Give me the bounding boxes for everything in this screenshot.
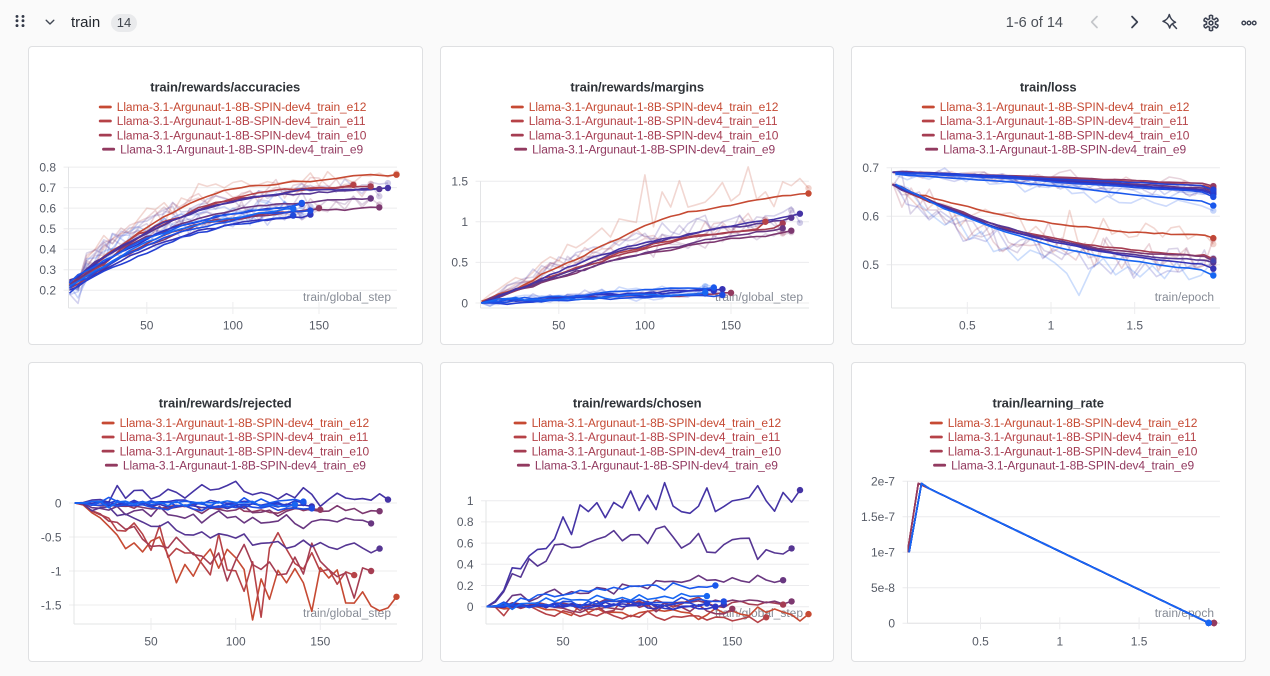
svg-text:1: 1: [466, 494, 473, 508]
svg-text:100: 100: [634, 318, 654, 332]
svg-text:0: 0: [466, 600, 473, 614]
svg-text:Llama-3.1-Argunaut-1-8B-SPIN-d: Llama-3.1-Argunaut-1-8B-SPIN-dev4_train_…: [943, 142, 1186, 156]
svg-text:Llama-3.1-Argunaut-1-8B-SPIN-d: Llama-3.1-Argunaut-1-8B-SPIN-dev4_train_…: [948, 417, 1198, 431]
svg-text:Llama-3.1-Argunaut-1-8B-SPIN-d: Llama-3.1-Argunaut-1-8B-SPIN-dev4_train_…: [120, 431, 369, 445]
svg-text:1: 1: [461, 215, 468, 229]
svg-text:1: 1: [1048, 318, 1055, 332]
svg-text:0.2: 0.2: [39, 283, 56, 297]
svg-text:Llama-3.1-Argunaut-1-8B-SPIN-d: Llama-3.1-Argunaut-1-8B-SPIN-dev4_train_…: [120, 142, 363, 156]
svg-text:1.5e-7: 1.5e-7: [861, 510, 895, 524]
svg-text:150: 150: [720, 318, 740, 332]
svg-text:train/epoch: train/epoch: [1155, 607, 1214, 621]
svg-text:train/rewards/rejected: train/rewards/rejected: [159, 396, 292, 411]
svg-text:Llama-3.1-Argunaut-1-8B-SPIN-d: Llama-3.1-Argunaut-1-8B-SPIN-dev4_train_…: [940, 128, 1190, 142]
svg-text:150: 150: [722, 635, 742, 649]
svg-text:Llama-3.1-Argunaut-1-8B-SPIN-d: Llama-3.1-Argunaut-1-8B-SPIN-dev4_train_…: [531, 417, 781, 431]
svg-text:-0.5: -0.5: [41, 531, 62, 545]
svg-text:0.4: 0.4: [39, 242, 56, 256]
svg-text:Llama-3.1-Argunaut-1-8B-SPIN-d: Llama-3.1-Argunaut-1-8B-SPIN-dev4_train_…: [531, 431, 780, 445]
svg-text:0: 0: [55, 497, 62, 511]
svg-text:50: 50: [140, 318, 154, 332]
svg-text:0.8: 0.8: [39, 160, 56, 174]
svg-text:train/rewards/margins: train/rewards/margins: [570, 80, 704, 95]
svg-text:0.6: 0.6: [39, 201, 56, 215]
svg-text:5e-8: 5e-8: [871, 581, 895, 595]
svg-text:-1: -1: [51, 565, 62, 579]
svg-text:1.5: 1.5: [1131, 635, 1148, 649]
svg-text:150: 150: [309, 318, 329, 332]
svg-text:Llama-3.1-Argunaut-1-8B-SPIN-d: Llama-3.1-Argunaut-1-8B-SPIN-dev4_train_…: [940, 100, 1190, 114]
svg-text:train/loss: train/loss: [1020, 80, 1077, 95]
svg-text:train/global_step: train/global_step: [715, 290, 803, 304]
svg-text:Llama-3.1-Argunaut-1-8B-SPIN-d: Llama-3.1-Argunaut-1-8B-SPIN-dev4_train_…: [948, 445, 1198, 459]
svg-text:0.5: 0.5: [862, 258, 879, 272]
svg-text:train/global_step: train/global_step: [303, 607, 391, 621]
svg-text:0: 0: [461, 296, 468, 310]
svg-text:Llama-3.1-Argunaut-1-8B-SPIN-d: Llama-3.1-Argunaut-1-8B-SPIN-dev4_train_…: [534, 459, 777, 473]
svg-text:0.4: 0.4: [456, 558, 473, 572]
svg-text:50: 50: [144, 635, 158, 649]
svg-text:Llama-3.1-Argunaut-1-8B-SPIN-d: Llama-3.1-Argunaut-1-8B-SPIN-dev4_train_…: [117, 114, 366, 128]
svg-text:0.6: 0.6: [862, 210, 879, 224]
svg-text:1.5: 1.5: [1126, 318, 1143, 332]
svg-text:Llama-3.1-Argunaut-1-8B-SPIN-d: Llama-3.1-Argunaut-1-8B-SPIN-dev4_train_…: [123, 459, 366, 473]
svg-text:train/global_step: train/global_step: [303, 290, 391, 304]
svg-text:0.3: 0.3: [39, 263, 56, 277]
svg-text:train/rewards/chosen: train/rewards/chosen: [572, 396, 701, 411]
svg-text:Llama-3.1-Argunaut-1-8B-SPIN-d: Llama-3.1-Argunaut-1-8B-SPIN-dev4_train_…: [117, 128, 367, 142]
svg-text:100: 100: [637, 635, 657, 649]
svg-text:Llama-3.1-Argunaut-1-8B-SPIN-d: Llama-3.1-Argunaut-1-8B-SPIN-dev4_train_…: [528, 128, 778, 142]
svg-text:1: 1: [1056, 635, 1063, 649]
svg-text:2e-7: 2e-7: [871, 475, 895, 489]
svg-text:1.5: 1.5: [451, 174, 468, 188]
svg-text:0.5: 0.5: [39, 222, 56, 236]
svg-text:0.5: 0.5: [972, 635, 989, 649]
svg-text:Llama-3.1-Argunaut-1-8B-SPIN-d: Llama-3.1-Argunaut-1-8B-SPIN-dev4_train_…: [120, 445, 370, 459]
svg-text:0.5: 0.5: [451, 256, 468, 270]
svg-text:Llama-3.1-Argunaut-1-8B-SPIN-d: Llama-3.1-Argunaut-1-8B-SPIN-dev4_train_…: [528, 100, 778, 114]
svg-text:Llama-3.1-Argunaut-1-8B-SPIN-d: Llama-3.1-Argunaut-1-8B-SPIN-dev4_train_…: [940, 114, 1189, 128]
svg-text:train/epoch: train/epoch: [1155, 290, 1214, 304]
svg-text:train/global_step: train/global_step: [715, 607, 803, 621]
svg-text:Llama-3.1-Argunaut-1-8B-SPIN-d: Llama-3.1-Argunaut-1-8B-SPIN-dev4_train_…: [948, 431, 1197, 445]
svg-text:0: 0: [888, 617, 895, 631]
svg-text:Llama-3.1-Argunaut-1-8B-SPIN-d: Llama-3.1-Argunaut-1-8B-SPIN-dev4_train_…: [528, 114, 777, 128]
svg-text:0.7: 0.7: [862, 161, 879, 175]
svg-text:0.8: 0.8: [456, 516, 473, 530]
svg-text:Llama-3.1-Argunaut-1-8B-SPIN-d: Llama-3.1-Argunaut-1-8B-SPIN-dev4_train_…: [531, 445, 781, 459]
svg-text:Llama-3.1-Argunaut-1-8B-SPIN-d: Llama-3.1-Argunaut-1-8B-SPIN-dev4_train_…: [120, 417, 370, 431]
svg-text:train/rewards/accuracies: train/rewards/accuracies: [150, 80, 300, 95]
svg-text:50: 50: [556, 635, 570, 649]
svg-text:0.7: 0.7: [39, 181, 56, 195]
svg-text:0.2: 0.2: [456, 579, 473, 593]
svg-text:Llama-3.1-Argunaut-1-8B-SPIN-d: Llama-3.1-Argunaut-1-8B-SPIN-dev4_train_…: [532, 142, 775, 156]
svg-text:0.5: 0.5: [959, 318, 976, 332]
svg-text:100: 100: [223, 318, 243, 332]
svg-text:Llama-3.1-Argunaut-1-8B-SPIN-d: Llama-3.1-Argunaut-1-8B-SPIN-dev4_train_…: [117, 100, 367, 114]
svg-text:train/learning_rate: train/learning_rate: [993, 396, 1104, 411]
svg-text:Llama-3.1-Argunaut-1-8B-SPIN-d: Llama-3.1-Argunaut-1-8B-SPIN-dev4_train_…: [951, 459, 1194, 473]
svg-text:0.6: 0.6: [456, 537, 473, 551]
svg-text:50: 50: [552, 318, 566, 332]
svg-text:-1.5: -1.5: [41, 599, 62, 613]
svg-text:100: 100: [226, 635, 246, 649]
svg-text:1e-7: 1e-7: [871, 546, 895, 560]
svg-text:150: 150: [310, 635, 330, 649]
